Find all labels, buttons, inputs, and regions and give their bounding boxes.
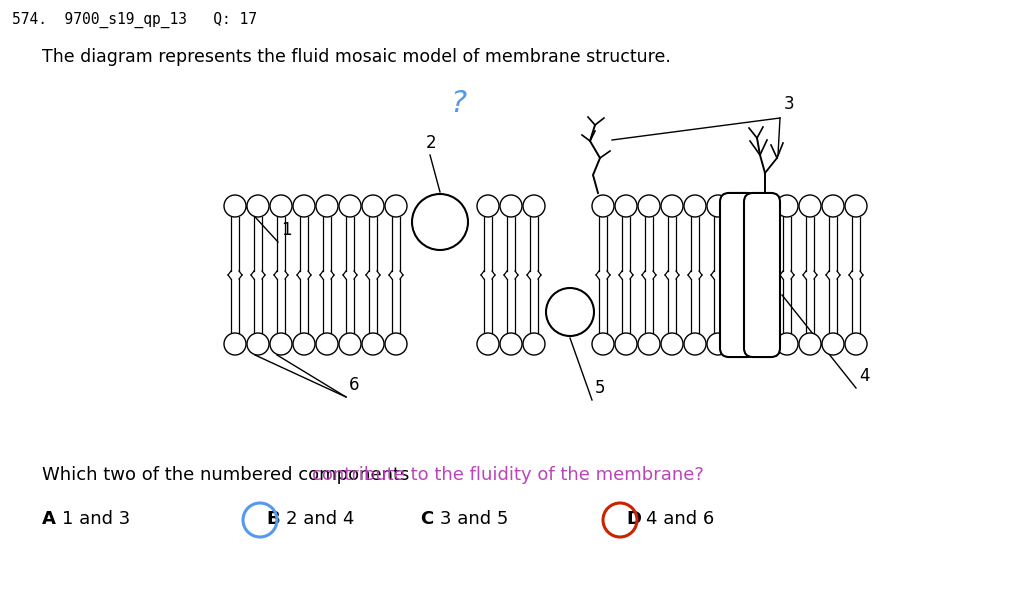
Circle shape	[523, 195, 545, 217]
Circle shape	[684, 195, 706, 217]
Circle shape	[615, 195, 637, 217]
Circle shape	[224, 333, 246, 355]
Circle shape	[477, 195, 499, 217]
Text: 1: 1	[281, 221, 292, 239]
Circle shape	[799, 333, 821, 355]
Circle shape	[615, 333, 637, 355]
FancyBboxPatch shape	[720, 193, 756, 357]
Text: B: B	[266, 510, 280, 528]
Circle shape	[270, 333, 292, 355]
Circle shape	[500, 333, 522, 355]
Circle shape	[776, 195, 798, 217]
Text: 4 and 6: 4 and 6	[646, 510, 715, 528]
Text: 6: 6	[349, 376, 359, 394]
Text: ?: ?	[450, 89, 466, 118]
Circle shape	[523, 333, 545, 355]
Circle shape	[845, 195, 867, 217]
Circle shape	[684, 333, 706, 355]
Circle shape	[662, 333, 683, 355]
Circle shape	[247, 333, 269, 355]
Circle shape	[293, 333, 315, 355]
Text: 4: 4	[859, 367, 869, 385]
Text: The diagram represents the fluid mosaic model of membrane structure.: The diagram represents the fluid mosaic …	[42, 48, 671, 66]
Circle shape	[224, 195, 246, 217]
Circle shape	[500, 195, 522, 217]
Circle shape	[707, 333, 729, 355]
Circle shape	[638, 333, 660, 355]
Text: 5: 5	[595, 379, 605, 397]
Circle shape	[412, 194, 468, 250]
Circle shape	[477, 333, 499, 355]
Circle shape	[362, 333, 384, 355]
Circle shape	[385, 195, 407, 217]
Text: 3: 3	[784, 95, 795, 113]
Circle shape	[362, 195, 384, 217]
Circle shape	[247, 195, 269, 217]
Text: D: D	[626, 510, 641, 528]
Text: 3 and 5: 3 and 5	[440, 510, 508, 528]
Text: A: A	[42, 510, 56, 528]
Text: 1 and 3: 1 and 3	[62, 510, 130, 528]
Text: 574.  9700_s19_qp_13   Q: 17: 574. 9700_s19_qp_13 Q: 17	[12, 12, 257, 28]
Circle shape	[592, 195, 614, 217]
Circle shape	[707, 195, 729, 217]
Circle shape	[339, 333, 361, 355]
Circle shape	[385, 333, 407, 355]
FancyBboxPatch shape	[744, 193, 780, 357]
Circle shape	[662, 195, 683, 217]
Circle shape	[822, 333, 844, 355]
Text: 2 and 4: 2 and 4	[286, 510, 354, 528]
Circle shape	[293, 195, 315, 217]
Circle shape	[316, 333, 338, 355]
Circle shape	[270, 195, 292, 217]
Circle shape	[638, 195, 660, 217]
Text: ae: ae	[931, 595, 1010, 599]
Circle shape	[822, 195, 844, 217]
Text: 2: 2	[426, 134, 436, 152]
Text: Which two of the numbered components: Which two of the numbered components	[42, 466, 415, 484]
Circle shape	[799, 195, 821, 217]
Circle shape	[339, 195, 361, 217]
Text: C: C	[420, 510, 433, 528]
Circle shape	[316, 195, 338, 217]
Circle shape	[592, 333, 614, 355]
Circle shape	[776, 333, 798, 355]
Text: contribute to the fluidity of the membrane?: contribute to the fluidity of the membra…	[312, 466, 703, 484]
Circle shape	[546, 288, 594, 336]
Circle shape	[845, 333, 867, 355]
